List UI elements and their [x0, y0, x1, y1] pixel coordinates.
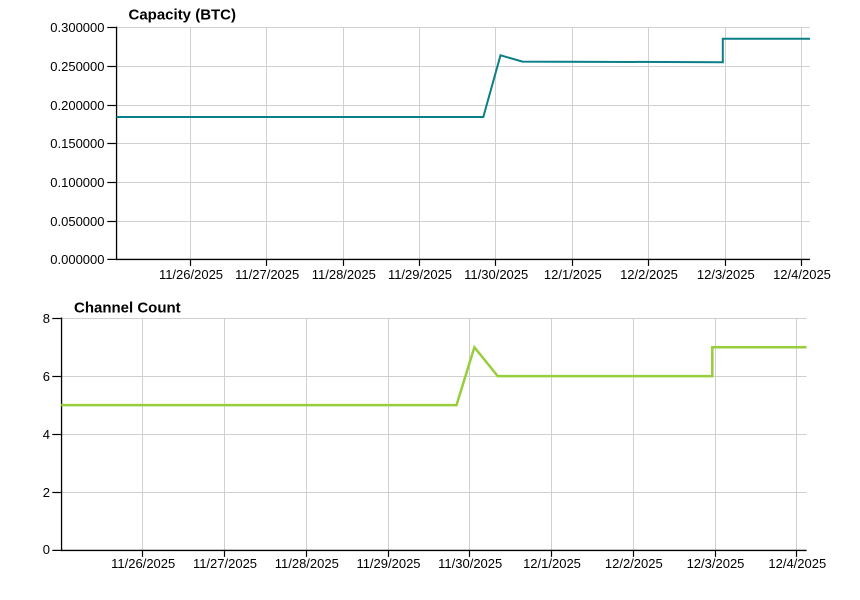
- svg-text:0.250000: 0.250000: [50, 59, 104, 74]
- svg-text:11/29/2025: 11/29/2025: [356, 556, 420, 571]
- svg-text:0.150000: 0.150000: [50, 136, 104, 151]
- svg-text:2: 2: [43, 485, 50, 500]
- svg-text:0.100000: 0.100000: [50, 175, 104, 190]
- svg-text:12/1/2025: 12/1/2025: [544, 267, 602, 282]
- svg-text:0.300000: 0.300000: [50, 20, 104, 35]
- svg-text:11/27/2025: 11/27/2025: [235, 267, 299, 282]
- svg-text:11/28/2025: 11/28/2025: [275, 556, 339, 571]
- svg-text:11/26/2025: 11/26/2025: [111, 556, 175, 571]
- svg-text:0.000000: 0.000000: [50, 252, 104, 267]
- svg-text:6: 6: [43, 369, 50, 384]
- svg-text:Channel Count: Channel Count: [74, 300, 181, 317]
- svg-text:Capacity (BTC): Capacity (BTC): [129, 7, 237, 24]
- svg-text:11/26/2025: 11/26/2025: [159, 267, 223, 282]
- svg-text:4: 4: [43, 427, 50, 442]
- svg-text:0.200000: 0.200000: [50, 98, 104, 113]
- svg-text:11/28/2025: 11/28/2025: [312, 267, 376, 282]
- svg-text:12/1/2025: 12/1/2025: [523, 556, 581, 571]
- svg-text:0.050000: 0.050000: [50, 214, 104, 229]
- svg-text:12/4/2025: 12/4/2025: [773, 267, 831, 282]
- svg-text:12/3/2025: 12/3/2025: [697, 267, 755, 282]
- svg-text:12/4/2025: 12/4/2025: [768, 556, 826, 571]
- svg-text:11/29/2025: 11/29/2025: [388, 267, 452, 282]
- svg-text:12/3/2025: 12/3/2025: [687, 556, 745, 571]
- svg-text:12/2/2025: 12/2/2025: [620, 267, 678, 282]
- svg-text:11/27/2025: 11/27/2025: [193, 556, 257, 571]
- svg-text:12/2/2025: 12/2/2025: [605, 556, 663, 571]
- svg-text:8: 8: [43, 311, 50, 326]
- svg-text:11/30/2025: 11/30/2025: [438, 556, 502, 571]
- svg-text:0: 0: [43, 542, 50, 557]
- svg-text:11/30/2025: 11/30/2025: [464, 267, 528, 282]
